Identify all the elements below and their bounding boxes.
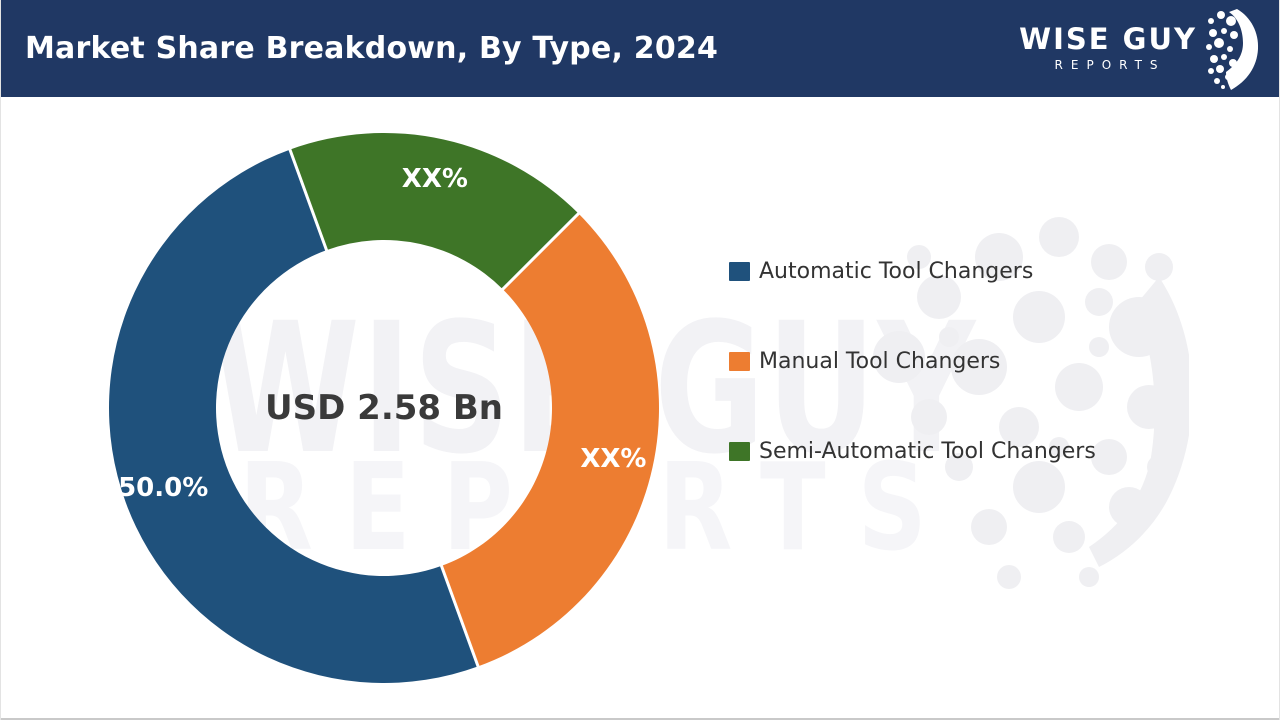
legend-swatch xyxy=(729,351,750,371)
slice-label: 50.0% xyxy=(118,473,209,504)
slice-label: XX% xyxy=(580,443,647,474)
donut-segment-1 xyxy=(441,213,659,667)
legend-swatch xyxy=(729,261,750,281)
legend: Automatic Tool Changers Manual Tool Chang… xyxy=(729,257,1096,527)
legend-label: Semi-Automatic Tool Changers xyxy=(759,438,1096,464)
segment-separator xyxy=(439,563,481,669)
donut-chart xyxy=(108,132,659,683)
legend-swatch xyxy=(729,441,750,461)
bottom-border xyxy=(1,718,1279,720)
legend-item: Automatic Tool Changers xyxy=(729,257,1096,285)
legend-label: Automatic Tool Changers xyxy=(759,258,1034,284)
logo-wordmark: WISE GUY xyxy=(1019,22,1197,56)
slice-label: XX% xyxy=(401,163,468,194)
logo-subtext: REPORTS xyxy=(1054,58,1166,72)
segment-separator xyxy=(287,147,329,253)
legend-item: Semi-Automatic Tool Changers xyxy=(729,437,1096,465)
wiseguy-logo: WISE GUY REPORTS xyxy=(1019,7,1261,91)
header: Market Share Breakdown, By Type, 2024 WI… xyxy=(1,0,1279,97)
segment-separator xyxy=(500,211,581,292)
logo-face-icon xyxy=(1206,8,1259,90)
chart-area: WISE GUY REPORTS USD 2.58 xyxy=(1,97,1279,720)
donut-center-label: USD 2.58 Bn xyxy=(265,388,503,428)
donut-segment-0 xyxy=(108,149,479,683)
legend-label: Manual Tool Changers xyxy=(759,348,1001,374)
page-title: Market Share Breakdown, By Type, 2024 xyxy=(25,31,719,66)
donut-segment-2 xyxy=(289,132,579,290)
legend-item: Manual Tool Changers xyxy=(729,347,1096,375)
